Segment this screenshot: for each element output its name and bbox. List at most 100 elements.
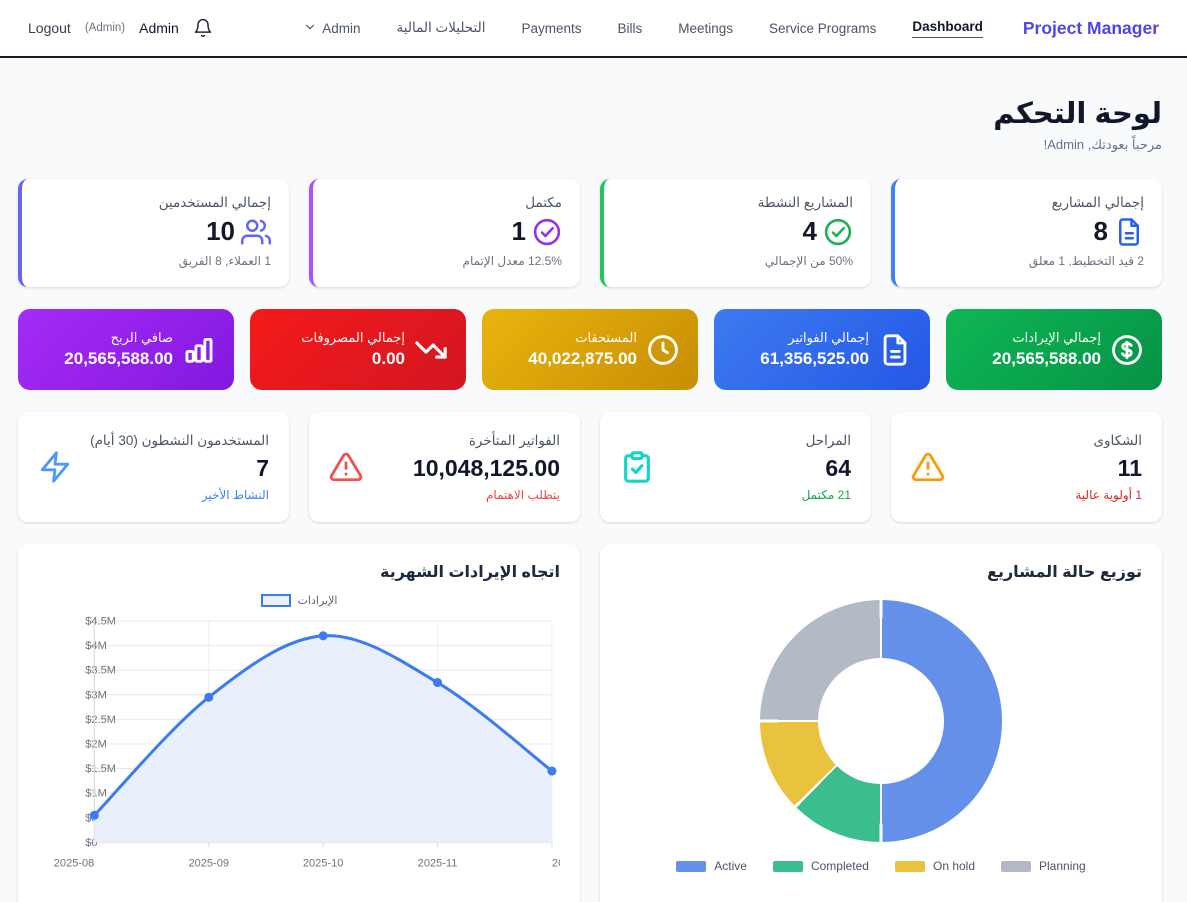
users-icon [241,217,271,247]
nav-item-service-programs[interactable]: Service Programs [769,21,876,36]
stat-card-title: إجمالي المشاريع [1051,195,1144,210]
stat-card-completed-projects: مكتمل 1 12.5% معدل الإتمام [309,179,580,287]
metric-card-active-users-30d: المستخدمون النشطون (30 أيام) 7 النشاط الأخ… [18,412,289,522]
status-doughnut-chart [760,600,1002,842]
metric-card-text: الفواتير المتأخرة 10,048,125.00 يتطلب الاه… [413,433,560,502]
metric-card-title: الفواتير المتأخرة [468,432,560,448]
warning-icon [329,450,363,484]
metric-cards-row: الشكاوى 11 1 أولوية عالية المراحل 64 21 مكتمل… [18,412,1162,522]
document-icon [878,333,912,367]
nav-item-bills[interactable]: Bills [617,21,642,36]
nav-item-label: Meetings [678,20,734,36]
revenue-chart-title: اتجاه الإيرادات الشهرية [380,564,560,581]
page-title: لوحة التحكم [993,98,1162,130]
revenue-trend-card: اتجاه الإيرادات الشهرية الإيرادات $4.5M $… [18,544,580,902]
finance-card-total-expenses: إجمالي المصروفات 0.00 [250,309,466,390]
finance-card-text: إجمالي الفواتير 61,356,525.00 [760,330,869,369]
finance-card-value: 0.00 [371,349,405,368]
revenue-legend-label: الإيرادات [297,595,338,607]
status-legend-item-planning[interactable]: Planning [1001,859,1086,873]
metric-card-subtitle: يتطلب الاهتمام [485,487,560,502]
lightning-icon [38,450,72,484]
welcome-text: مرحباً بعودتك, Admin! [1043,137,1162,152]
finance-card-text: صافي الربح 20,565,588.00 [64,330,173,369]
metric-card-title: المراحل [805,432,851,448]
nav-item-financial-analytics[interactable]: التحليلات المالية [397,20,486,36]
status-legend-label: On hold [932,859,976,873]
stat-card-value-row: 8 [913,217,1144,247]
status-legend-item-completed[interactable]: Completed [772,859,869,873]
status-chart-title: توزيع حالة المشاريع [987,564,1142,581]
status-legend-label: Completed [810,859,869,873]
stat-card-value-row: 10 [40,217,271,247]
nav-item-label: Admin [322,20,361,36]
finance-card-total-invoices: إجمالي الفواتير 61,356,525.00 [714,309,930,390]
stat-cards-row: إجمالي المشاريع 8 2 قيد التخطيط, 1 معلق الم… [18,179,1162,287]
page-header: لوحة التحكم مرحباً بعودتك, Admin! [18,96,1162,153]
metric-card-complaints: الشكاوى 11 1 أولوية عالية [891,412,1162,522]
nav-item-label: Payments [521,20,582,36]
status-legend-item-on-hold[interactable]: On hold [894,859,976,873]
nav-item-label: Bills [617,20,643,36]
metric-card-title: المستخدمون النشطون (30 أيام) [90,432,269,448]
nav-item-label: Dashboard [912,19,983,38]
nav-item-payments[interactable]: Payments [521,21,581,36]
finance-card-value: 61,356,525.00 [760,349,869,368]
clock-icon [646,333,680,367]
chevron-down-icon [303,20,317,37]
user-name: Admin [139,20,179,36]
metric-card-text: المراحل 64 21 مكتمل [802,433,851,502]
nav-item-admin[interactable]: Admin [303,20,361,37]
svg-text:$3M: $3M [85,689,106,701]
nav-item-label: Service Programs [769,20,877,36]
stat-card-title: إجمالي المستخدمين [158,195,271,210]
finance-card-net-profit: صافي الربح 20,565,588.00 [18,309,234,390]
svg-text:$4.5M: $4.5M [85,616,116,628]
svg-text:2025-11: 2025-11 [418,857,458,869]
svg-text:$1M: $1M [85,788,106,800]
stat-card-subtitle: 50% من الإجمالي [764,254,853,268]
status-distribution-card: توزيع حالة المشاريع Active Completed On ho… [600,544,1162,902]
document-icon [1114,217,1144,247]
stat-card-subtitle: 1 العملاء, 8 الفريق [178,254,271,268]
metric-card-value: 11 [1117,454,1142,481]
metric-card-text: المستخدمون النشطون (30 أيام) 7 النشاط الأخ… [90,433,269,502]
logout-link[interactable]: Logout [28,20,71,36]
trending-down-icon [414,333,448,367]
stat-card-value: 4 [802,216,817,247]
nav-item-meetings[interactable]: Meetings [678,21,733,36]
warning-icon [911,450,945,484]
finance-card-title: إجمالي المصروفات [301,330,405,345]
stat-card-subtitle: 2 قيد التخطيط, 1 معلق [1028,254,1144,268]
svg-text:$3.5M: $3.5M [85,665,116,677]
nav-item-label: التحليلات المالية [396,20,486,35]
status-legend-swatch [772,860,803,872]
svg-text:$1.5M: $1.5M [85,763,116,775]
doughnut-hole [818,658,944,784]
metric-card-subtitle: 21 مكتمل [801,487,851,502]
status-legend-label: Active [714,859,747,873]
stat-card-total-projects: إجمالي المشاريع 8 2 قيد التخطيط, 1 معلق [891,179,1162,287]
revenue-line-chart: $4.5M$4M$3.5M$3M$2.5M$2M$1.5M$1M$500K$02… [54,616,560,870]
dashboard-content: لوحة التحكم مرحباً بعودتك, Admin! إجمالي… [0,58,1187,902]
nav-item-dashboard[interactable]: Dashboard [912,19,983,38]
finance-card-total-revenue: إجمالي الإيرادات 20,565,588.00 [946,309,1162,390]
bar-chart-icon [182,333,216,367]
svg-text:2025-09: 2025-09 [188,857,229,869]
finance-card-value: 40,022,875.00 [528,349,637,368]
svg-text:2025-08: 2025-08 [54,857,95,869]
main-nav: Dashboard Service Programs Meetings Bills Pa… [303,19,983,38]
bell-icon[interactable] [193,18,213,38]
finance-card-receivables: المستحقات 40,022,875.00 [482,309,698,390]
brand[interactable]: Project Manager [1022,17,1159,38]
status-legend-swatch [1001,860,1032,872]
finance-card-text: إجمالي الإيرادات 20,565,588.00 [992,330,1101,369]
finance-card-text: المستحقات 40,022,875.00 [528,330,637,369]
metric-card-subtitle: النشاط الأخير [201,487,269,502]
svg-text:$2.5M: $2.5M [85,714,116,726]
svg-text:2025-12: 2025-12 [552,857,560,869]
revenue-chart-legend[interactable]: الإيرادات [38,594,560,607]
status-legend-item-active[interactable]: Active [676,859,747,873]
metric-card-phases: المراحل 64 21 مكتمل [600,412,871,522]
finance-cards-row: إجمالي الإيرادات 20,565,588.00 إجمالي الفو… [18,309,1162,390]
